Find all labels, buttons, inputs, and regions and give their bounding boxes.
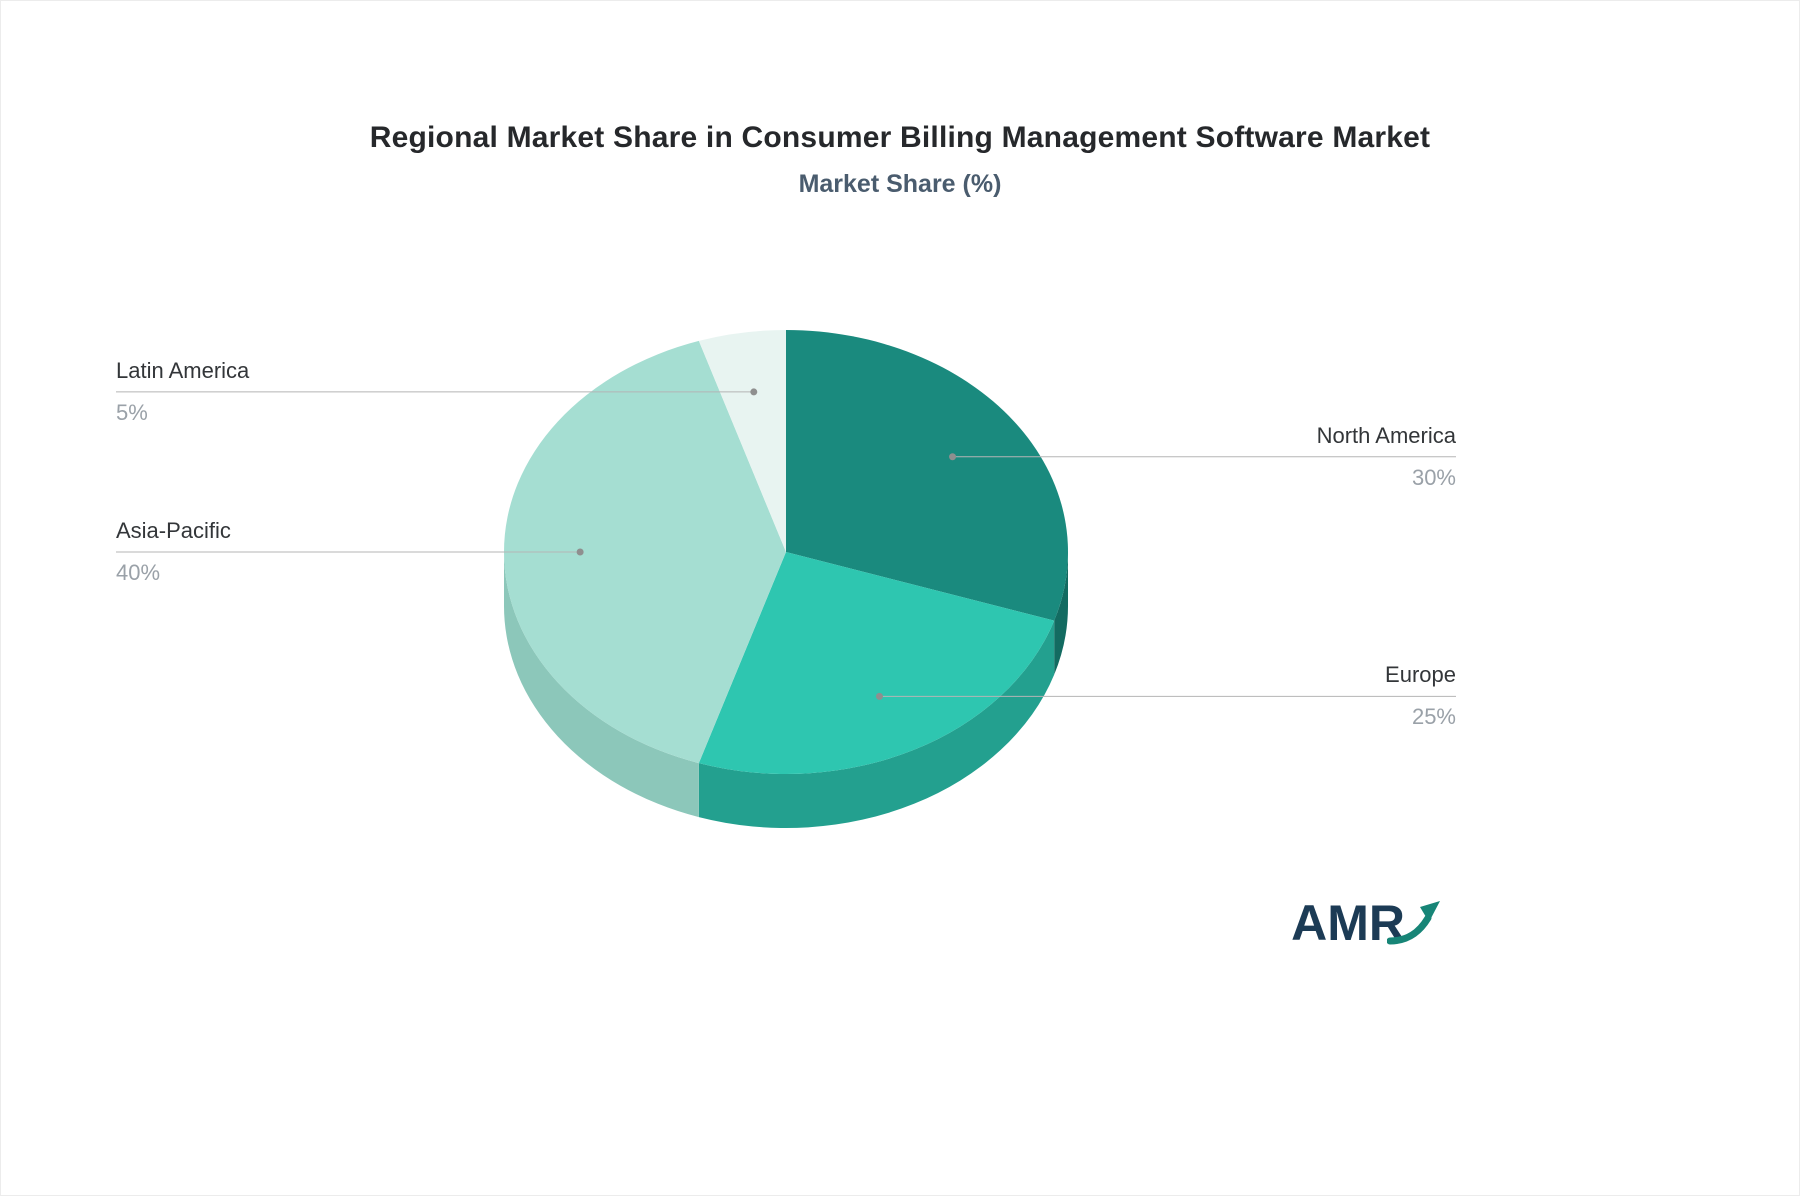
leader-dot-europe [875, 692, 883, 700]
pie-slice-side-north-america [1054, 552, 1068, 675]
leader-dot-north-america [949, 453, 957, 461]
pie-slice-latin-america [698, 330, 786, 552]
chart-subtitle: Market Share (%) [798, 170, 1002, 198]
chart-title: Regional Market Share in Consumer Billin… [369, 121, 1431, 154]
leader-dot-asia-pacific [576, 548, 584, 556]
pie-slice-north-america [786, 330, 1068, 621]
pie-slice-europe [698, 552, 1055, 774]
logo-arrow-icon [1387, 901, 1440, 945]
pie-slice-asia-pacific [503, 340, 786, 764]
leader-dot-latin-america [750, 388, 758, 396]
logo-text: AMR [1291, 895, 1405, 951]
pie-slice-side-europe [698, 620, 1055, 828]
pie-slice-side-asia-pacific [504, 552, 699, 818]
amr-logo: AMR [1291, 895, 1443, 951]
